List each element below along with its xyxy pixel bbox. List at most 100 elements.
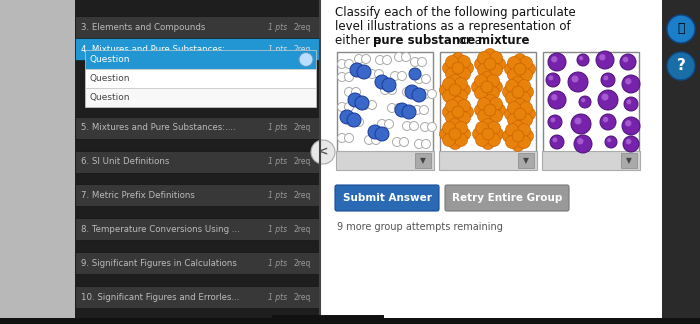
Circle shape	[493, 57, 505, 71]
Circle shape	[603, 75, 608, 80]
Circle shape	[344, 73, 354, 82]
FancyBboxPatch shape	[75, 0, 320, 324]
Circle shape	[626, 139, 631, 145]
Circle shape	[624, 97, 638, 111]
Circle shape	[512, 121, 524, 133]
FancyBboxPatch shape	[320, 0, 662, 324]
Circle shape	[667, 15, 695, 43]
Circle shape	[354, 118, 363, 126]
Text: 1 pts: 1 pts	[268, 225, 287, 234]
Text: pure substance: pure substance	[373, 34, 475, 47]
Text: 1 pts: 1 pts	[268, 22, 287, 31]
Circle shape	[603, 117, 608, 122]
Circle shape	[311, 140, 335, 164]
Circle shape	[505, 91, 519, 105]
Circle shape	[581, 98, 585, 102]
Circle shape	[625, 120, 631, 126]
Circle shape	[347, 118, 356, 126]
Circle shape	[337, 133, 346, 143]
Circle shape	[489, 64, 503, 76]
Circle shape	[484, 58, 496, 70]
Text: 1 pts: 1 pts	[268, 259, 287, 268]
Circle shape	[410, 57, 419, 66]
Text: Question: Question	[90, 74, 130, 83]
Circle shape	[405, 85, 419, 99]
Circle shape	[482, 119, 494, 132]
Circle shape	[550, 118, 555, 122]
Text: 8. Temperature Conversions Using ...: 8. Temperature Conversions Using ...	[81, 225, 239, 234]
Circle shape	[449, 136, 461, 149]
Circle shape	[514, 108, 526, 120]
Circle shape	[442, 122, 456, 134]
FancyBboxPatch shape	[85, 88, 316, 107]
Circle shape	[402, 87, 412, 97]
Text: 🎧: 🎧	[678, 22, 685, 36]
Circle shape	[514, 53, 526, 66]
Circle shape	[484, 95, 496, 108]
Circle shape	[574, 135, 592, 153]
Circle shape	[517, 79, 531, 92]
Circle shape	[600, 114, 616, 130]
Circle shape	[357, 65, 371, 79]
FancyBboxPatch shape	[0, 0, 75, 324]
Circle shape	[605, 136, 617, 148]
Circle shape	[579, 56, 583, 60]
Text: 9. Significant Figures in Calculations: 9. Significant Figures in Calculations	[81, 259, 237, 268]
Circle shape	[344, 102, 354, 111]
Text: 7. Metric Prefix Definitions: 7. Metric Prefix Definitions	[81, 191, 195, 200]
Circle shape	[347, 113, 361, 127]
Circle shape	[475, 133, 489, 146]
Circle shape	[360, 100, 370, 110]
FancyBboxPatch shape	[335, 185, 439, 211]
Circle shape	[428, 89, 437, 98]
Text: 10. Significant Figures and Errorles...: 10. Significant Figures and Errorles...	[81, 293, 239, 302]
Text: Retry Entire Group: Retry Entire Group	[452, 193, 562, 203]
Circle shape	[454, 122, 468, 134]
Text: or a: or a	[455, 34, 486, 47]
Circle shape	[480, 72, 494, 85]
Circle shape	[514, 72, 526, 85]
Circle shape	[598, 90, 618, 110]
Circle shape	[391, 72, 400, 80]
Circle shape	[440, 128, 452, 141]
Circle shape	[449, 92, 461, 106]
Circle shape	[398, 72, 407, 80]
Circle shape	[442, 133, 456, 146]
Circle shape	[412, 106, 421, 114]
FancyBboxPatch shape	[439, 151, 537, 170]
Circle shape	[512, 138, 524, 152]
Text: 2req: 2req	[294, 293, 312, 302]
Circle shape	[551, 56, 557, 63]
FancyBboxPatch shape	[542, 151, 640, 170]
Circle shape	[575, 118, 582, 124]
Circle shape	[489, 110, 503, 122]
Circle shape	[337, 102, 346, 111]
Circle shape	[442, 62, 456, 75]
Circle shape	[409, 68, 421, 80]
Circle shape	[519, 113, 533, 126]
Circle shape	[377, 120, 386, 129]
Circle shape	[622, 117, 640, 135]
Circle shape	[417, 57, 426, 66]
FancyBboxPatch shape	[518, 153, 534, 168]
Circle shape	[548, 75, 553, 80]
Text: Submit Answer: Submit Answer	[342, 193, 431, 203]
Circle shape	[512, 86, 524, 98]
Circle shape	[445, 67, 458, 80]
Text: Question: Question	[90, 93, 130, 102]
Circle shape	[449, 84, 461, 96]
Circle shape	[517, 91, 531, 105]
Circle shape	[484, 49, 496, 62]
Circle shape	[355, 96, 369, 110]
Circle shape	[368, 70, 377, 78]
Text: .: .	[518, 34, 522, 47]
Circle shape	[482, 128, 494, 140]
Circle shape	[361, 54, 370, 64]
Text: 6. SI Unit Definitions: 6. SI Unit Definitions	[81, 157, 169, 167]
FancyBboxPatch shape	[75, 252, 320, 274]
Circle shape	[481, 81, 493, 93]
Circle shape	[521, 130, 533, 143]
FancyBboxPatch shape	[75, 16, 320, 38]
Circle shape	[596, 51, 614, 69]
Circle shape	[512, 95, 524, 108]
